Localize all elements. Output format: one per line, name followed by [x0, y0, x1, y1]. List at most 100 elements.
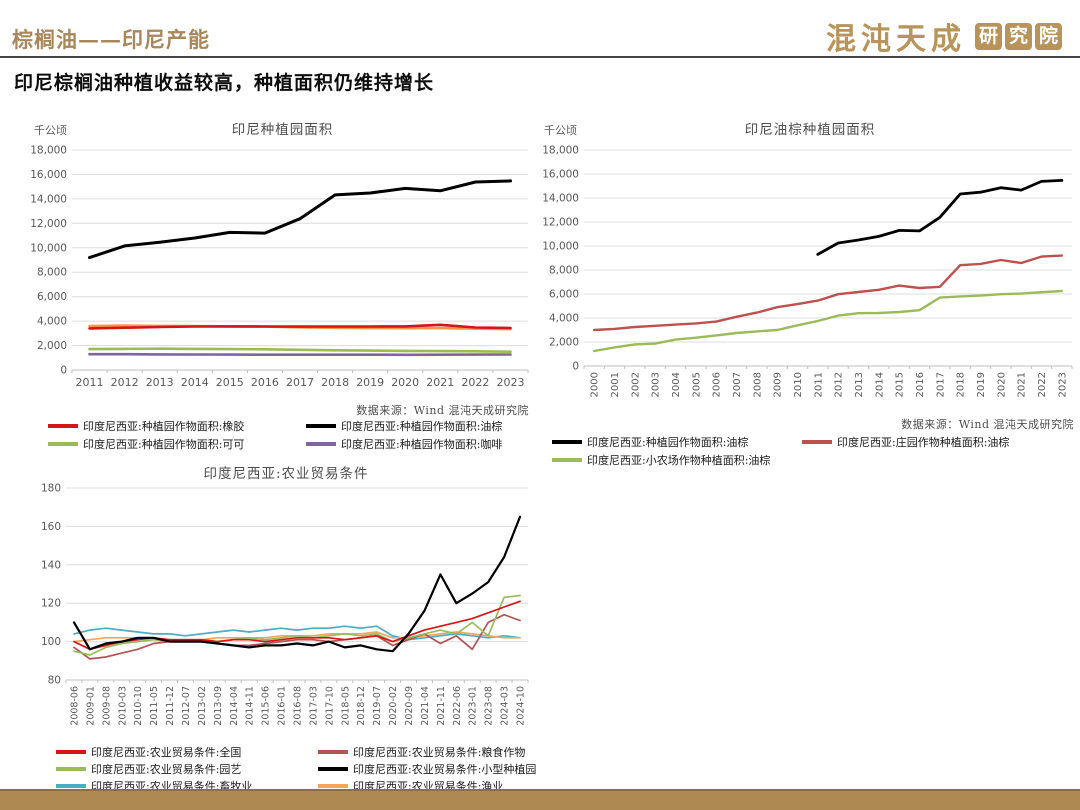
x-axis-ticks [71, 370, 529, 373]
legend-swatch [552, 458, 582, 462]
y-axis-labels: 0 2,000 4,000 6,000 8,000 10,000 12,000 14,000 1… [542, 145, 579, 373]
legend-label: 印度尼西亚:小农场作物种植面积:油棕 [587, 454, 771, 467]
svg-text:2018: 2018 [956, 372, 967, 397]
svg-text:2018-05: 2018-05 [340, 686, 351, 726]
svg-text:6,000: 6,000 [37, 291, 67, 303]
svg-text:18,000: 18,000 [542, 145, 579, 157]
series-line-3 [73, 594, 521, 656]
series-line-1 [88, 323, 512, 330]
svg-text:2020: 2020 [391, 376, 419, 389]
legend-item: 印度尼西亚:种植园作物面积:可可 [48, 436, 296, 452]
svg-text:2017-03: 2017-03 [308, 686, 319, 726]
x-axis-ticks [65, 680, 529, 683]
svg-text:14,000: 14,000 [542, 193, 579, 205]
svg-text:2021-11: 2021-11 [436, 686, 447, 726]
svg-text:2003: 2003 [651, 372, 662, 397]
svg-text:10,000: 10,000 [542, 241, 579, 253]
svg-text:2017-10: 2017-10 [324, 686, 335, 726]
svg-text:2005: 2005 [691, 372, 702, 397]
legend-label: 印度尼西亚:农业贸易条件:园艺 [91, 763, 242, 776]
svg-text:2007: 2007 [732, 372, 743, 397]
series-line-2 [88, 347, 512, 353]
legend-swatch [318, 784, 348, 788]
svg-text:120: 120 [41, 598, 61, 610]
svg-text:2016: 2016 [915, 372, 926, 397]
svg-text:2015: 2015 [216, 376, 244, 389]
svg-text:2008-06: 2008-06 [70, 686, 81, 726]
svg-text:2012: 2012 [834, 372, 845, 397]
svg-text:160: 160 [41, 521, 61, 533]
svg-text:2014: 2014 [181, 376, 209, 389]
svg-text:2023-01: 2023-01 [468, 686, 479, 726]
logo-brand-text: 混沌天成 [826, 22, 966, 57]
svg-text:2011-12: 2011-12 [165, 686, 176, 726]
x-axis-ticks [583, 366, 1073, 369]
svg-text:2004: 2004 [671, 372, 682, 397]
svg-text:16,000: 16,000 [542, 169, 579, 181]
svg-text:8,000: 8,000 [549, 265, 579, 277]
svg-text:2016: 2016 [251, 376, 279, 389]
source-note: 数据来源：Wind 混沌天成研究院 [901, 418, 1074, 431]
svg-text:12,000: 12,000 [542, 217, 579, 229]
svg-text:2013: 2013 [146, 376, 174, 389]
svg-text:2013-09: 2013-09 [213, 686, 224, 726]
legend-item: 印度尼西亚:农业贸易条件:园艺 [56, 761, 308, 777]
legend-swatch [306, 442, 336, 446]
svg-text:2002: 2002 [630, 372, 641, 397]
page-subtitle: 印尼棕榈油种植收益较高，种植面积仍维持增长 [14, 72, 435, 94]
svg-text:12,000: 12,000 [30, 218, 67, 230]
gridlines [584, 149, 1072, 367]
svg-text:2008: 2008 [752, 372, 763, 397]
svg-text:2015: 2015 [895, 372, 906, 397]
series-line-2 [816, 179, 1064, 256]
svg-text:2016-08: 2016-08 [293, 686, 304, 726]
svg-text:2010-03: 2010-03 [117, 686, 128, 726]
svg-text:2009: 2009 [773, 372, 784, 397]
svg-text:2018-12: 2018-12 [356, 686, 367, 726]
svg-text:2001: 2001 [610, 372, 621, 397]
legend-label: 印度尼西亚:种植园作物面积:油棕 [587, 436, 749, 449]
gridlines [72, 149, 528, 371]
chart-title: 印度尼西亚:农业贸易条件 [203, 466, 369, 482]
chart-plantation-area: 千公顷 印尼种植园面积 0 2,000 4,000 6,000 8,000 10,000 1… [30, 116, 535, 456]
svg-text:4,000: 4,000 [37, 316, 67, 328]
series-line-4 [88, 179, 512, 260]
svg-text:2023: 2023 [1057, 372, 1068, 397]
logo-suffix-char: 研 [975, 22, 1002, 50]
y-axis-labels: 80 100 120 140 160 180 [41, 483, 61, 687]
y-axis-labels: 0 2,000 4,000 6,000 8,000 10,000 12,000 14,000 1… [30, 145, 67, 377]
legend-swatch [306, 424, 336, 428]
series-line-3 [88, 352, 512, 357]
svg-text:2010-10: 2010-10 [133, 686, 144, 726]
x-axis-labels: 2008-06 2009-01 2009-08 2010-03 2010-10 2011-… [70, 686, 527, 726]
header-divider [0, 56, 1080, 58]
svg-text:2024-03: 2024-03 [500, 686, 511, 726]
svg-text:2021: 2021 [426, 376, 454, 389]
legend-swatch [48, 424, 78, 428]
svg-text:2011: 2011 [76, 376, 104, 389]
chart-title: 印尼种植园面积 [231, 122, 334, 138]
chart-title: 印尼油棕种植园面积 [744, 122, 876, 138]
svg-text:0: 0 [572, 361, 579, 373]
svg-text:2019-07: 2019-07 [372, 686, 383, 726]
svg-text:2,000: 2,000 [37, 340, 67, 352]
y-axis-unit-label: 千公顷 [544, 124, 577, 137]
y-axis-unit-label: 千公顷 [34, 124, 67, 137]
svg-text:2014-11: 2014-11 [245, 686, 256, 726]
legend-swatch [318, 750, 348, 754]
svg-text:2020: 2020 [996, 372, 1007, 397]
svg-text:2011: 2011 [813, 372, 824, 397]
line-chart-plot: 0 2,000 4,000 6,000 8,000 10,000 12,000 14,000 1… [542, 145, 1073, 397]
svg-text:2006: 2006 [712, 372, 723, 397]
svg-text:2017: 2017 [286, 376, 314, 389]
legend-swatch [802, 440, 832, 444]
svg-text:4,000: 4,000 [549, 313, 579, 325]
svg-text:2014-04: 2014-04 [229, 686, 240, 726]
svg-text:0: 0 [60, 365, 67, 377]
series-line-0 [593, 254, 1063, 332]
legend-label: 印度尼西亚:种植园作物面积:咖啡 [341, 438, 503, 451]
svg-text:8,000: 8,000 [37, 267, 67, 279]
svg-text:2013: 2013 [854, 372, 865, 397]
svg-text:2019: 2019 [976, 372, 987, 397]
